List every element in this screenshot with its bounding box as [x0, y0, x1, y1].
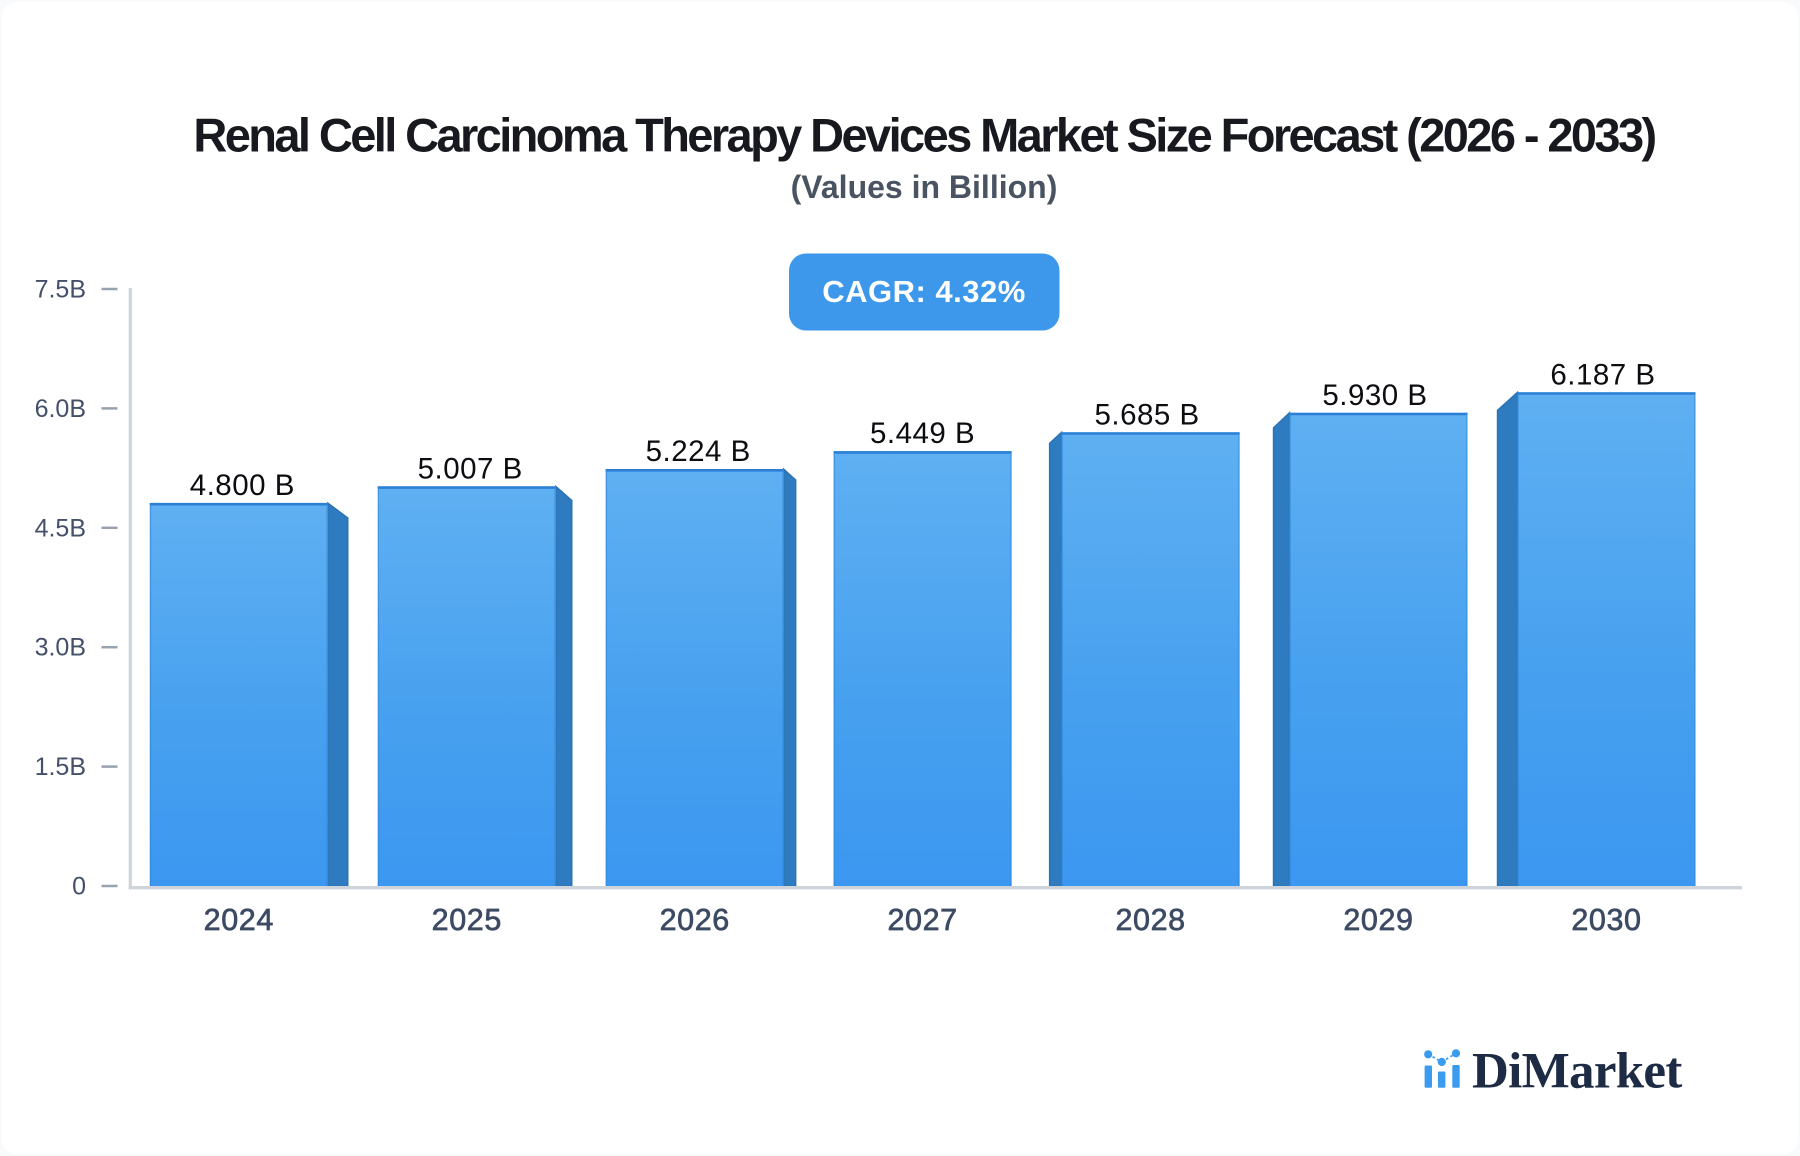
svg-text:5.685 B: 5.685 B: [1094, 398, 1199, 431]
svg-text:7.5B: 7.5B: [35, 276, 86, 304]
svg-text:2029: 2029: [1343, 903, 1413, 937]
svg-text:3.0B: 3.0B: [35, 634, 86, 662]
svg-text:(Values in Billion): (Values in Billion): [791, 169, 1058, 205]
svg-text:4.5B: 4.5B: [35, 514, 86, 542]
svg-text:DiMarket: DiMarket: [1472, 1044, 1682, 1100]
svg-text:5.930 B: 5.930 B: [1322, 379, 1427, 412]
svg-text:Renal Cell Carcinoma Therapy D: Renal Cell Carcinoma Therapy Devices Mar…: [193, 109, 1655, 162]
svg-text:CAGR: 4.32%: CAGR: 4.32%: [822, 274, 1026, 309]
svg-text:5.007 B: 5.007 B: [418, 452, 523, 485]
svg-text:2025: 2025: [432, 903, 502, 937]
svg-text:6.187 B: 6.187 B: [1550, 358, 1655, 391]
svg-text:0: 0: [72, 873, 86, 901]
svg-text:5.449 B: 5.449 B: [870, 417, 975, 450]
svg-text:2026: 2026: [660, 903, 730, 937]
svg-text:2024: 2024: [204, 903, 274, 937]
svg-text:6.0B: 6.0B: [35, 395, 86, 423]
svg-text:1.5B: 1.5B: [35, 753, 86, 781]
svg-text:2030: 2030: [1571, 903, 1641, 937]
svg-text:4.800 B: 4.800 B: [190, 469, 295, 502]
svg-text:5.224 B: 5.224 B: [646, 435, 751, 468]
svg-text:2027: 2027: [887, 903, 957, 937]
svg-text:2028: 2028: [1115, 903, 1185, 937]
